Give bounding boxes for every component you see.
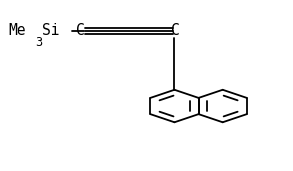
- Text: 3: 3: [35, 36, 42, 49]
- Text: Me: Me: [9, 23, 26, 38]
- Text: Si: Si: [42, 23, 60, 38]
- Text: C: C: [76, 23, 84, 38]
- Text: C: C: [171, 23, 180, 38]
